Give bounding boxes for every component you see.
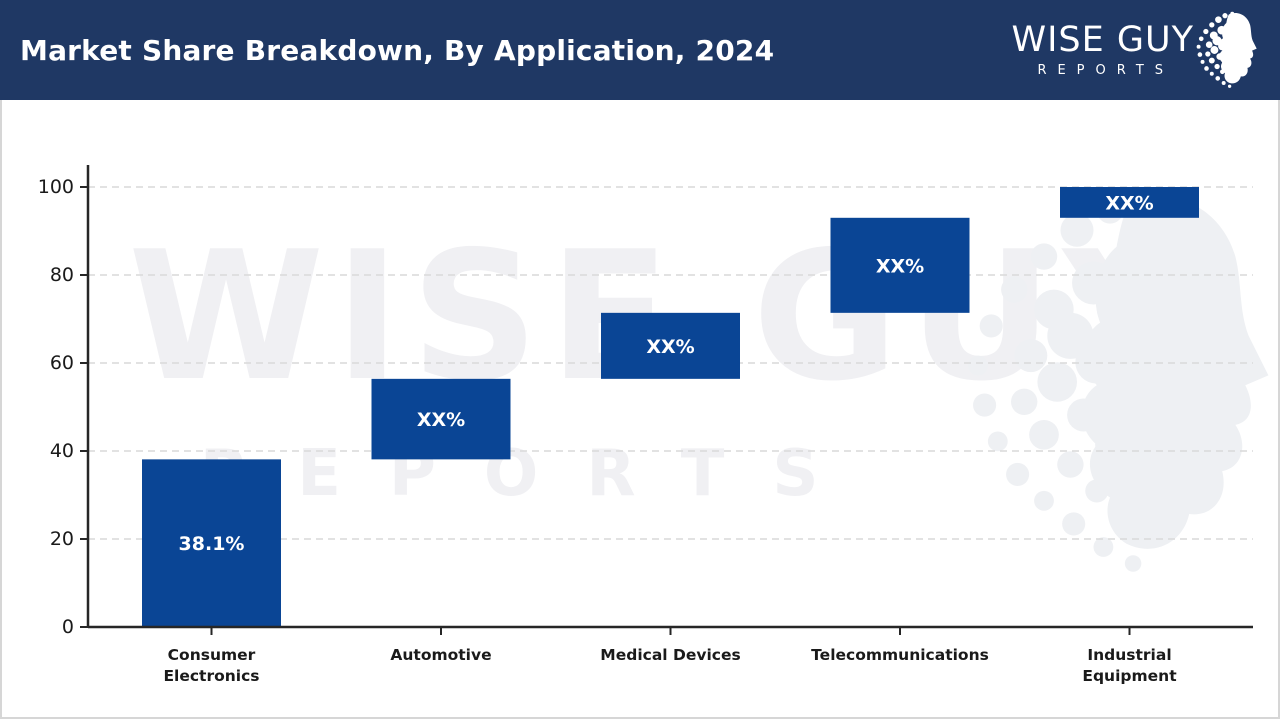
- x-category-label-telecommunications: Telecommunications: [811, 646, 989, 664]
- bar-automotive: [371, 378, 511, 460]
- brand-text: WISE GUY REPORTS: [1011, 20, 1194, 78]
- waterfall-chart: 38.1% XX% XX% XX% XX% 0 20 40 60 80 100 Consumer Ele…: [38, 165, 1253, 685]
- x-category-label-automotive: Automotive: [390, 646, 491, 664]
- y-tick-label-0: 0: [62, 616, 74, 638]
- header-bar: Market Share Breakdown, By Application, …: [0, 0, 1280, 100]
- face-logo-icon: [1196, 11, 1257, 88]
- bar-label-industrial-equipment: XX%: [1105, 192, 1153, 214]
- page-title: Market Share Breakdown, By Application, …: [20, 33, 775, 67]
- y-tick-label-80: 80: [50, 264, 74, 286]
- x-category-label-medical-devices: Medical Devices: [600, 646, 740, 664]
- bar-label-telecommunications: XX%: [876, 255, 924, 277]
- bar-consumer-electronics: [142, 459, 281, 627]
- x-category-label-consumer-electronics: Consumer Electronics: [163, 646, 259, 685]
- bar-telecommunications: [830, 217, 970, 313]
- brand-name: WISE GUY: [1011, 20, 1194, 60]
- bar-label-medical-devices: XX%: [646, 336, 694, 358]
- bar-label-automotive: XX%: [417, 409, 465, 431]
- x-category-label-industrial-equipment: Industrial Equipment: [1082, 646, 1177, 685]
- chart-area: WISE GUY REPORTS 38.1% XX% XX% XX% XX% 0 20 40 6…: [0, 100, 1280, 720]
- brand-logo: WISE GUY REPORTS: [1011, 9, 1258, 91]
- y-tick-label-40: 40: [50, 440, 74, 462]
- bar-medical-devices: [601, 312, 740, 379]
- y-tick-label-60: 60: [50, 352, 74, 374]
- y-tick-label-100: 100: [38, 176, 74, 198]
- brand-subname: REPORTS: [1037, 63, 1175, 78]
- y-tick-label-20: 20: [50, 528, 74, 550]
- bar-label-consumer-electronics: 38.1%: [179, 533, 245, 555]
